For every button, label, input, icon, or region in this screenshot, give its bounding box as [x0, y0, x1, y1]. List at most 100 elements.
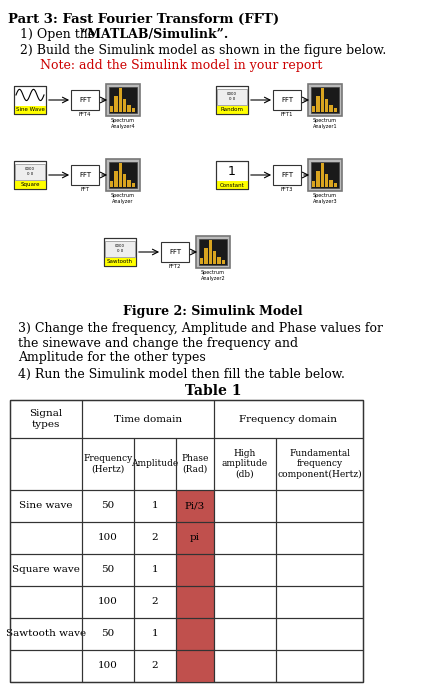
Bar [311, 181, 314, 187]
Bar [216, 86, 248, 114]
Bar [14, 86, 46, 114]
Bar [10, 490, 82, 522]
Text: Figure 2: Simulink Model: Figure 2: Simulink Model [123, 305, 302, 318]
Bar [134, 438, 176, 490]
Bar [10, 522, 82, 554]
Bar [320, 88, 323, 112]
Text: Time domain: Time domain [114, 414, 181, 424]
Bar [275, 650, 362, 682]
Bar [176, 618, 213, 650]
Bar [14, 181, 46, 189]
Text: the sinewave and change the frequency and: the sinewave and change the frequency an… [18, 337, 297, 350]
Text: Amplitude: Amplitude [131, 459, 178, 468]
Text: 2: 2 [151, 533, 158, 542]
Bar [324, 99, 328, 112]
Bar [307, 159, 341, 191]
Bar [10, 400, 362, 682]
Bar [10, 554, 82, 586]
Text: 50: 50 [101, 501, 114, 510]
Text: 0000: 0000 [115, 244, 125, 248]
Bar [176, 554, 213, 586]
Bar [324, 174, 328, 187]
Bar [14, 86, 46, 114]
Bar [106, 159, 140, 191]
Text: 0 0: 0 0 [117, 249, 123, 253]
Text: Note: add the Simulink model in your report: Note: add the Simulink model in your rep… [40, 59, 322, 72]
Bar [196, 236, 230, 268]
Bar [275, 490, 362, 522]
Bar [82, 490, 134, 522]
Bar [176, 618, 213, 650]
Text: FFT3: FFT3 [280, 187, 293, 192]
Bar [213, 554, 275, 586]
Bar [15, 164, 45, 180]
Text: 1) Open the: 1) Open the [20, 28, 99, 41]
Bar [114, 172, 117, 187]
Bar [176, 522, 213, 554]
Bar [221, 260, 225, 264]
Bar [213, 251, 216, 264]
Bar [216, 106, 248, 114]
Bar [311, 106, 314, 112]
Bar [104, 258, 136, 266]
Bar [176, 522, 213, 554]
Bar [316, 97, 319, 112]
Bar [10, 650, 82, 682]
Text: FFT4: FFT4 [78, 112, 91, 117]
Text: 0000: 0000 [25, 167, 35, 171]
Bar [71, 165, 99, 185]
Text: FFT1: FFT1 [280, 112, 293, 117]
Text: Random: Random [220, 107, 243, 112]
Text: 0000: 0000 [227, 92, 236, 96]
Bar [310, 162, 338, 188]
Bar [275, 618, 362, 650]
Text: 0 0: 0 0 [228, 97, 235, 101]
Bar [216, 181, 248, 189]
Bar [14, 161, 46, 189]
Bar [310, 87, 338, 113]
Text: Sine wave: Sine wave [19, 501, 72, 510]
Text: 100: 100 [98, 662, 118, 671]
Text: FFT: FFT [280, 172, 292, 178]
Text: “MATLAB/Simulink”.: “MATLAB/Simulink”. [80, 28, 228, 41]
Bar [216, 161, 248, 189]
Text: Phase
(Rad): Phase (Rad) [181, 454, 208, 474]
Text: Part 3: Fast Fourier Transform (FFT): Part 3: Fast Fourier Transform (FFT) [8, 13, 279, 26]
Bar [134, 650, 176, 682]
Bar [307, 84, 341, 116]
Bar [176, 586, 213, 618]
Bar [320, 163, 323, 187]
Text: 4) Run the Simulink model then fill the table below.: 4) Run the Simulink model then fill the … [18, 368, 344, 381]
Bar [176, 490, 213, 522]
Text: 100: 100 [98, 598, 118, 606]
Bar [272, 165, 300, 185]
Bar [176, 554, 213, 586]
Text: FFT: FFT [280, 97, 292, 103]
Bar [216, 161, 248, 189]
Bar [109, 87, 137, 113]
Bar [105, 241, 135, 257]
Bar [213, 400, 362, 438]
Text: 1: 1 [151, 501, 158, 510]
Bar [176, 438, 213, 490]
Bar [216, 86, 248, 114]
Bar [131, 108, 135, 112]
Text: Square: Square [20, 182, 40, 188]
Text: 50: 50 [101, 566, 114, 575]
Bar [213, 586, 275, 618]
Text: 1: 1 [151, 629, 158, 638]
Text: 1: 1 [227, 165, 236, 178]
Text: Constant: Constant [219, 183, 244, 188]
Text: Spectrum
Analyzer: Spectrum Analyzer [111, 193, 135, 204]
Text: Spectrum
Analyzer4: Spectrum Analyzer4 [110, 118, 135, 130]
Bar [104, 238, 136, 266]
Bar [82, 586, 134, 618]
Bar [114, 97, 117, 112]
Bar [213, 618, 275, 650]
Bar [204, 248, 207, 264]
Text: 100: 100 [98, 533, 118, 542]
Bar [199, 258, 203, 264]
Text: High
amplitude
(db): High amplitude (db) [222, 449, 268, 479]
Text: FFT: FFT [79, 97, 91, 103]
Text: Sine Wave: Sine Wave [15, 107, 44, 112]
